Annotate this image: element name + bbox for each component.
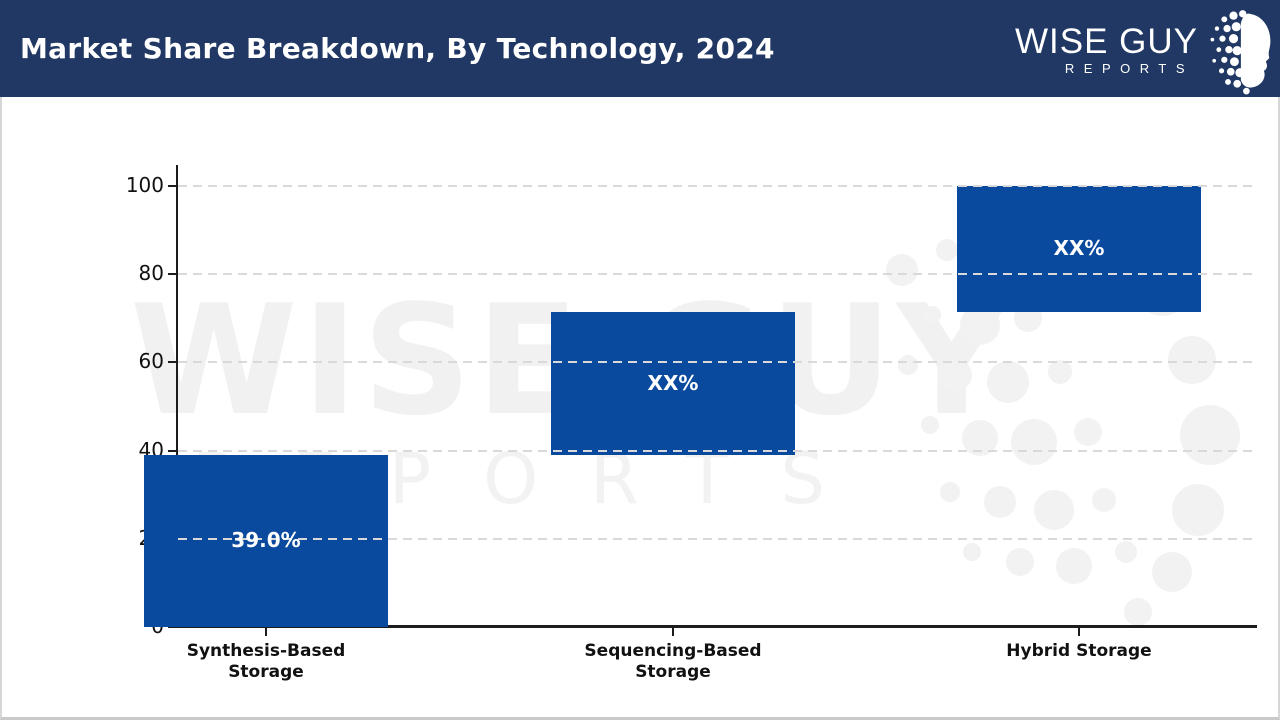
- y-tick-mark: [168, 626, 176, 628]
- y-tick-mark: [168, 185, 176, 187]
- wise-guy-logo: WISE GUY REPORTS: [1015, 6, 1271, 95]
- gridline: [178, 273, 1257, 276]
- bar-value-label: XX%: [1053, 236, 1105, 261]
- y-tick-label: 60: [138, 349, 164, 374]
- y-axis-line: [176, 165, 178, 628]
- header-banner: Market Share Breakdown, By Technology, 2…: [0, 0, 1280, 97]
- y-tick-label: 80: [138, 261, 164, 286]
- bar-sequencing-based-storage: [551, 312, 795, 455]
- y-tick-mark: [168, 273, 176, 276]
- x-tick-mark: [265, 628, 267, 636]
- logo-wordmark: WISE GUY: [1014, 22, 1198, 61]
- x-category-label: Synthesis-Based Storage: [186, 641, 346, 682]
- x-category-label: Sequencing-Based Storage: [584, 641, 762, 682]
- bar-value-label: XX%: [647, 370, 699, 395]
- bar-synthesis-based-storage: [144, 455, 388, 627]
- y-tick-mark: [168, 361, 176, 364]
- gridline: [178, 185, 1257, 187]
- x-axis-line: [176, 625, 1257, 628]
- bar-value-label: 39.0%: [231, 528, 301, 552]
- x-category-label: Hybrid Storage: [1006, 641, 1152, 661]
- logo-face-icon: [1210, 10, 1271, 95]
- x-tick-mark: [672, 628, 674, 636]
- gridline: [178, 449, 1257, 452]
- y-tick-mark: [168, 449, 176, 452]
- logo-subtitle: REPORTS: [1064, 61, 1194, 76]
- gridline: [178, 537, 1257, 540]
- gridline: [178, 361, 1257, 364]
- bar-hybrid-storage: [957, 186, 1201, 313]
- y-tick-label: 100: [125, 173, 164, 197]
- x-tick-mark: [1078, 628, 1080, 636]
- chart-title: Market Share Breakdown, By Technology, 2…: [20, 32, 775, 65]
